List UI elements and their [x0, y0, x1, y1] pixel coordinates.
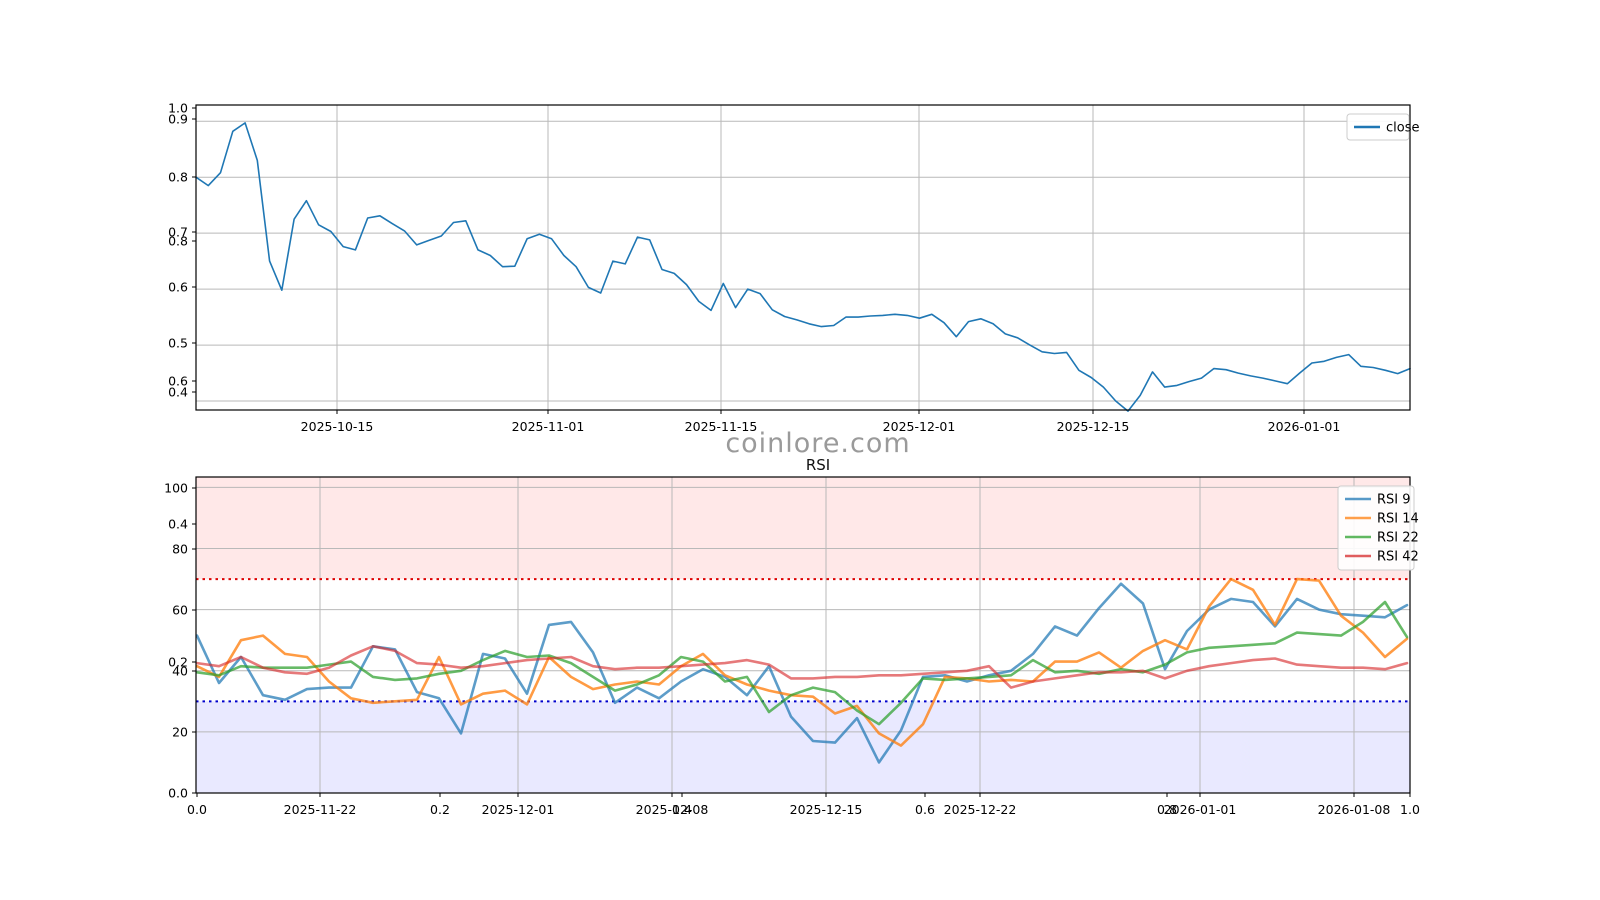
- rsi-legend-label: RSI 9: [1377, 493, 1411, 508]
- price-y-tick-label: 0.8: [168, 234, 188, 249]
- price-y-tick-label: 0.8: [168, 170, 188, 185]
- price-plot-frame: [195, 104, 1411, 411]
- price-legend-label: close: [1386, 121, 1419, 136]
- rsi-x-tick-label: 2025-11-22: [284, 802, 357, 817]
- rsi-legend-label: RSI 14: [1377, 512, 1419, 527]
- close-line: [195, 122, 1411, 412]
- rsi-x-tick-label: 2025-12-15: [790, 802, 863, 817]
- rsi-y-tick-label: 20: [172, 725, 188, 740]
- price-x-tick-label: 2026-01-01: [1268, 419, 1341, 434]
- price-x-tick-label: 2025-12-15: [1057, 419, 1130, 434]
- rsi-x-fraction-tick-label: 1.0: [1400, 802, 1420, 817]
- rsi-x-tick-label: 2026-01-08: [1318, 802, 1391, 817]
- price-x-tick-label: 2025-12-01: [883, 419, 956, 434]
- price-x-tick-label: 2025-11-15: [685, 419, 758, 434]
- rsi-y-tick-label: 100: [164, 481, 188, 496]
- price-y-tick-label: 0.5: [168, 336, 188, 351]
- rsi-plot-frame: [195, 476, 1411, 794]
- watermark-text: coinlore.com: [725, 428, 911, 459]
- rsi-legend-label: RSI 22: [1377, 531, 1419, 546]
- rsi22-line: [195, 600, 1409, 726]
- oversold-band: [196, 701, 1410, 793]
- rsi14-line: [195, 577, 1409, 747]
- price-y-tick-label: 0.6: [168, 374, 188, 389]
- rsi-legend-label: RSI 42: [1377, 550, 1419, 565]
- price-x-tick-label: 2025-11-01: [512, 419, 585, 434]
- rsi-y-tick-label: 0.4: [168, 517, 188, 532]
- rsi-y-tick-label: 80: [172, 542, 188, 557]
- rsi-x-tick-label: 2026-01-01: [1164, 802, 1237, 817]
- rsi-y-tick-label: 0.0: [168, 786, 188, 801]
- rsi-y-tick-label: 0.2: [168, 655, 188, 670]
- rsi-legend-box: [1337, 485, 1415, 571]
- rsi42-line: [195, 644, 1409, 689]
- rsi-y-tick-label: 60: [172, 603, 188, 618]
- rsi-x-tick-label: 2025-12-08: [636, 802, 709, 817]
- price-y-tick-label: 0.7: [168, 225, 188, 240]
- rsi-x-fraction-tick-label: 0.8: [1157, 802, 1177, 817]
- price-y-tick-label: 0.9: [168, 112, 188, 127]
- overbought-band: [196, 477, 1410, 580]
- rsi-x-tick-label: 2025-12-01: [482, 802, 555, 817]
- rsi-x-fraction-tick-label: 0.2: [430, 802, 450, 817]
- rsi-chart-title: RSI: [805, 456, 831, 474]
- rsi-x-fraction-tick-label: 0.6: [915, 802, 935, 817]
- price-x-tick-label: 2025-10-15: [301, 419, 374, 434]
- rsi-x-fraction-tick-label: 0.0: [187, 802, 207, 817]
- price-y-tick-label: 0.6: [168, 280, 188, 295]
- rsi-x-fraction-tick-label: 0.4: [672, 802, 692, 817]
- rsi-x-tick-label: 2025-12-22: [944, 802, 1017, 817]
- rsi-y-tick-label: 40: [172, 664, 188, 679]
- price-y-tick-label: 0.4: [168, 385, 188, 400]
- price-y-tick-label: 1.0: [168, 101, 188, 116]
